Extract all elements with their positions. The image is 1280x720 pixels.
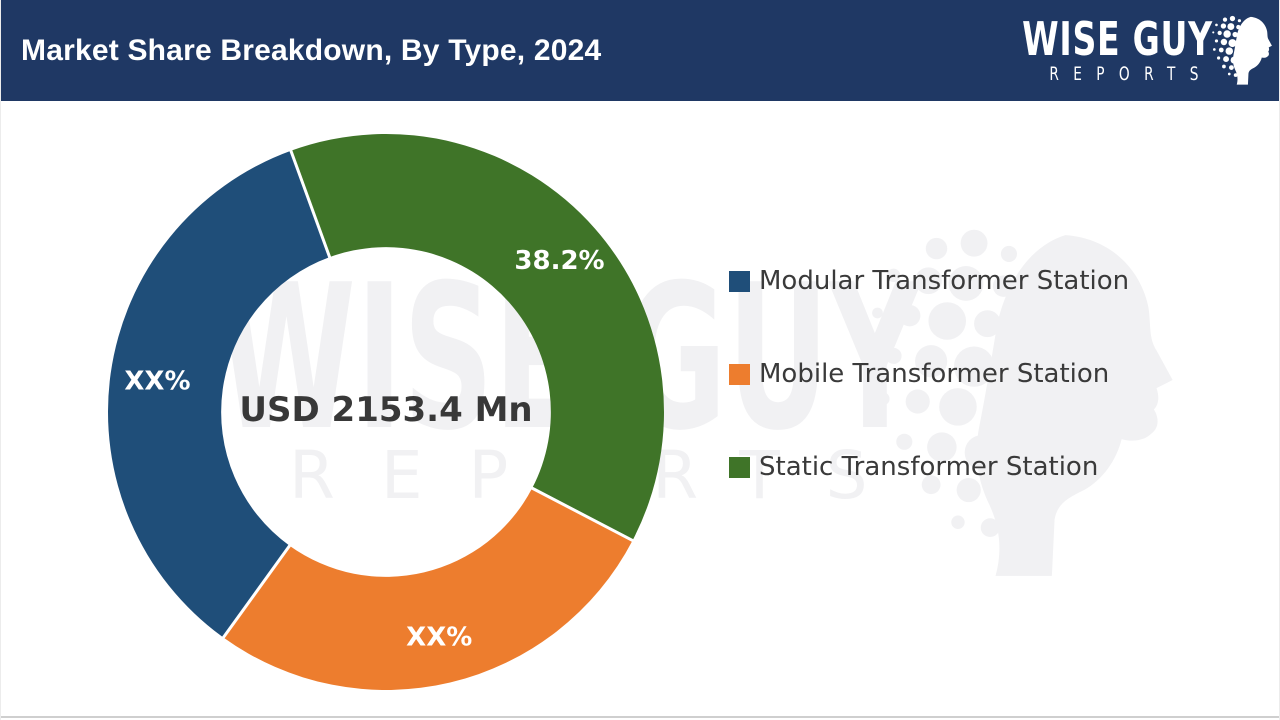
chart-center-value: USD 2153.4 Mn [239,390,533,430]
slice-percentage-label: 38.2% [514,246,604,276]
legend-item-label: Mobile Transformer Station [759,359,1110,389]
brand-logo-text: WISE GUY REPORTS [1022,16,1213,84]
legend-swatch [729,363,750,385]
legend-item: Modular Transformer Station [729,266,1130,296]
brand-reports-label: REPORTS [1049,63,1213,85]
brand-face-icon [1212,15,1272,85]
slice-separator [221,543,292,640]
legend-item: Mobile Transformer Station [729,359,1129,389]
donut-slice-mobile-transformer-station [223,488,633,690]
page-title: Market Share Breakdown, By Type, 2024 [21,33,602,67]
slice-separator [529,485,635,543]
donut-slice-modular-transformer-station [107,150,330,638]
legend: Modular Transformer Station Mobile Trans… [729,266,1130,482]
slice-percentage-label: XX% [406,623,472,653]
legend-item-label: Static Transformer Station [759,452,1099,482]
header: Market Share Breakdown, By Type, 2024 WI… [1,0,1279,101]
brand-logo: WISE GUY REPORTS [948,7,1273,93]
chart-area: WISE GUY REPORTS 38.2%XX%XX% USD 2153.4 … [1,101,1279,717]
legend-item-label: Modular Transformer Station [759,266,1130,296]
donut-slice-static-transformer-station [290,134,665,541]
donut-chart: 38.2% XX% XX% [107,134,665,690]
legend-swatch [729,456,750,478]
legend-item: Static Transformer Station [729,452,1129,482]
bottom-divider [1,716,1279,718]
brand-wordmark: WISE GUY [1022,12,1213,66]
slice-separator [289,149,332,260]
slice-percentage-label: XX% [124,366,190,396]
legend-swatch [729,270,750,292]
